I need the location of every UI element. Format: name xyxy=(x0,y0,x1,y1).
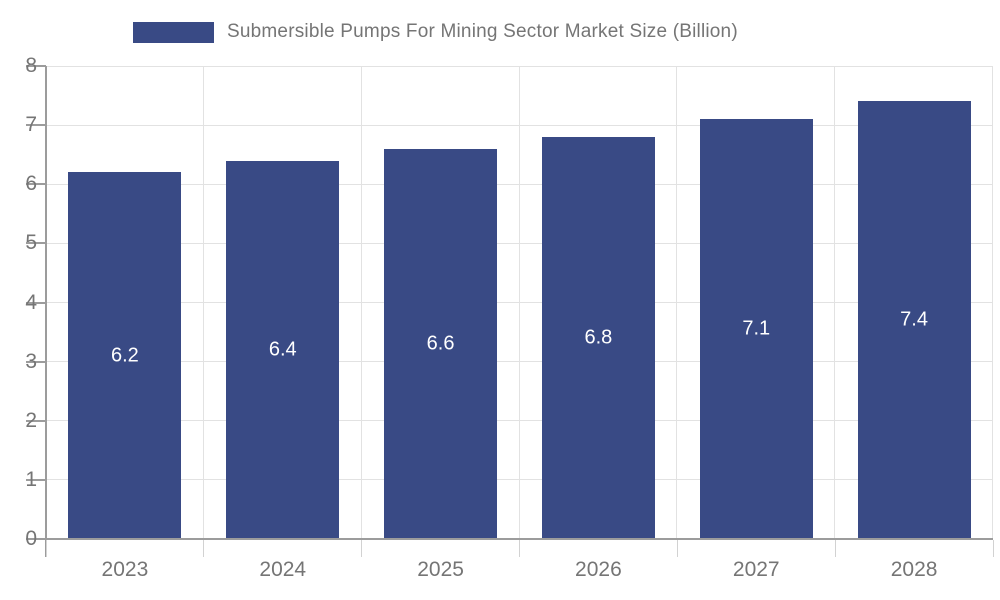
y-axis-tick xyxy=(26,183,46,186)
bar-2024 xyxy=(226,160,340,539)
x-axis-tick xyxy=(361,540,363,557)
x-tick-label: 2023 xyxy=(101,558,149,581)
gridline-v xyxy=(202,66,204,539)
x-axis-tick xyxy=(45,540,47,557)
y-tick-label: 0 xyxy=(25,527,37,550)
bar-value-label: 6.6 xyxy=(426,332,455,355)
gridline-h xyxy=(46,183,993,185)
y-tick-label: 1 xyxy=(25,467,37,491)
legend-swatch xyxy=(133,21,214,43)
bar-value-label: 7.1 xyxy=(742,317,771,340)
gridline-v xyxy=(676,66,678,539)
x-axis-tick xyxy=(834,540,836,557)
plot-area: 6.2 6.4 6.6 6.8 7.1 7.4 xyxy=(46,65,993,539)
y-tick-label: 5 xyxy=(25,231,37,255)
gridline-v xyxy=(360,66,362,539)
gridline-h xyxy=(46,420,993,422)
gridline-h xyxy=(46,361,993,363)
x-axis-tick xyxy=(992,540,994,557)
y-axis-tick xyxy=(26,242,46,245)
y-axis-tick xyxy=(26,419,46,422)
legend: Submersible Pumps For Mining Sector Mark… xyxy=(133,18,738,46)
y-axis-tick xyxy=(26,65,46,67)
gridline-h xyxy=(46,65,993,67)
y-axis-tick xyxy=(26,301,46,304)
x-tick-label: 2025 xyxy=(417,558,464,581)
bar-2027 xyxy=(699,119,813,539)
x-tick-label: 2026 xyxy=(575,558,622,581)
x-axis-tick xyxy=(676,540,678,557)
gridline-h xyxy=(46,242,993,244)
bar-value-label: 7.4 xyxy=(900,308,928,331)
y-tick-label: 3 xyxy=(25,349,37,373)
y-axis-tick xyxy=(26,478,46,481)
gridline-v xyxy=(992,66,993,539)
x-axis-tick xyxy=(519,540,520,557)
y-tick-label: 8 xyxy=(25,54,37,77)
gridline-v xyxy=(834,66,836,539)
x-tick-label: 2024 xyxy=(259,558,307,581)
x-tick-label: 2028 xyxy=(890,558,938,581)
gridline-h xyxy=(46,302,993,303)
bar-2026 xyxy=(541,136,655,539)
y-tick-label: 7 xyxy=(25,113,37,137)
x-axis-line xyxy=(26,538,993,540)
bar-2028 xyxy=(857,101,971,539)
y-tick-label: 2 xyxy=(25,408,37,432)
y-axis-line xyxy=(45,66,47,557)
bar-value-label: 6.8 xyxy=(584,326,613,349)
y-axis-tick xyxy=(26,360,46,363)
gridline-v xyxy=(518,66,520,539)
x-axis-tick xyxy=(203,540,205,557)
y-axis-tick xyxy=(26,538,46,540)
bar-value-label: 6.2 xyxy=(111,344,139,367)
bar-2023 xyxy=(68,172,182,539)
gridline-h xyxy=(46,124,993,126)
bar-2025 xyxy=(384,148,498,539)
y-tick-label: 4 xyxy=(25,290,37,314)
legend-label: Submersible Pumps For Mining Sector Mark… xyxy=(227,21,738,42)
x-tick-label: 2027 xyxy=(732,558,780,581)
y-tick-label: 6 xyxy=(25,172,37,196)
gridline-h xyxy=(46,479,993,481)
bar-value-label: 6.4 xyxy=(268,338,297,361)
y-axis-tick xyxy=(26,124,46,127)
